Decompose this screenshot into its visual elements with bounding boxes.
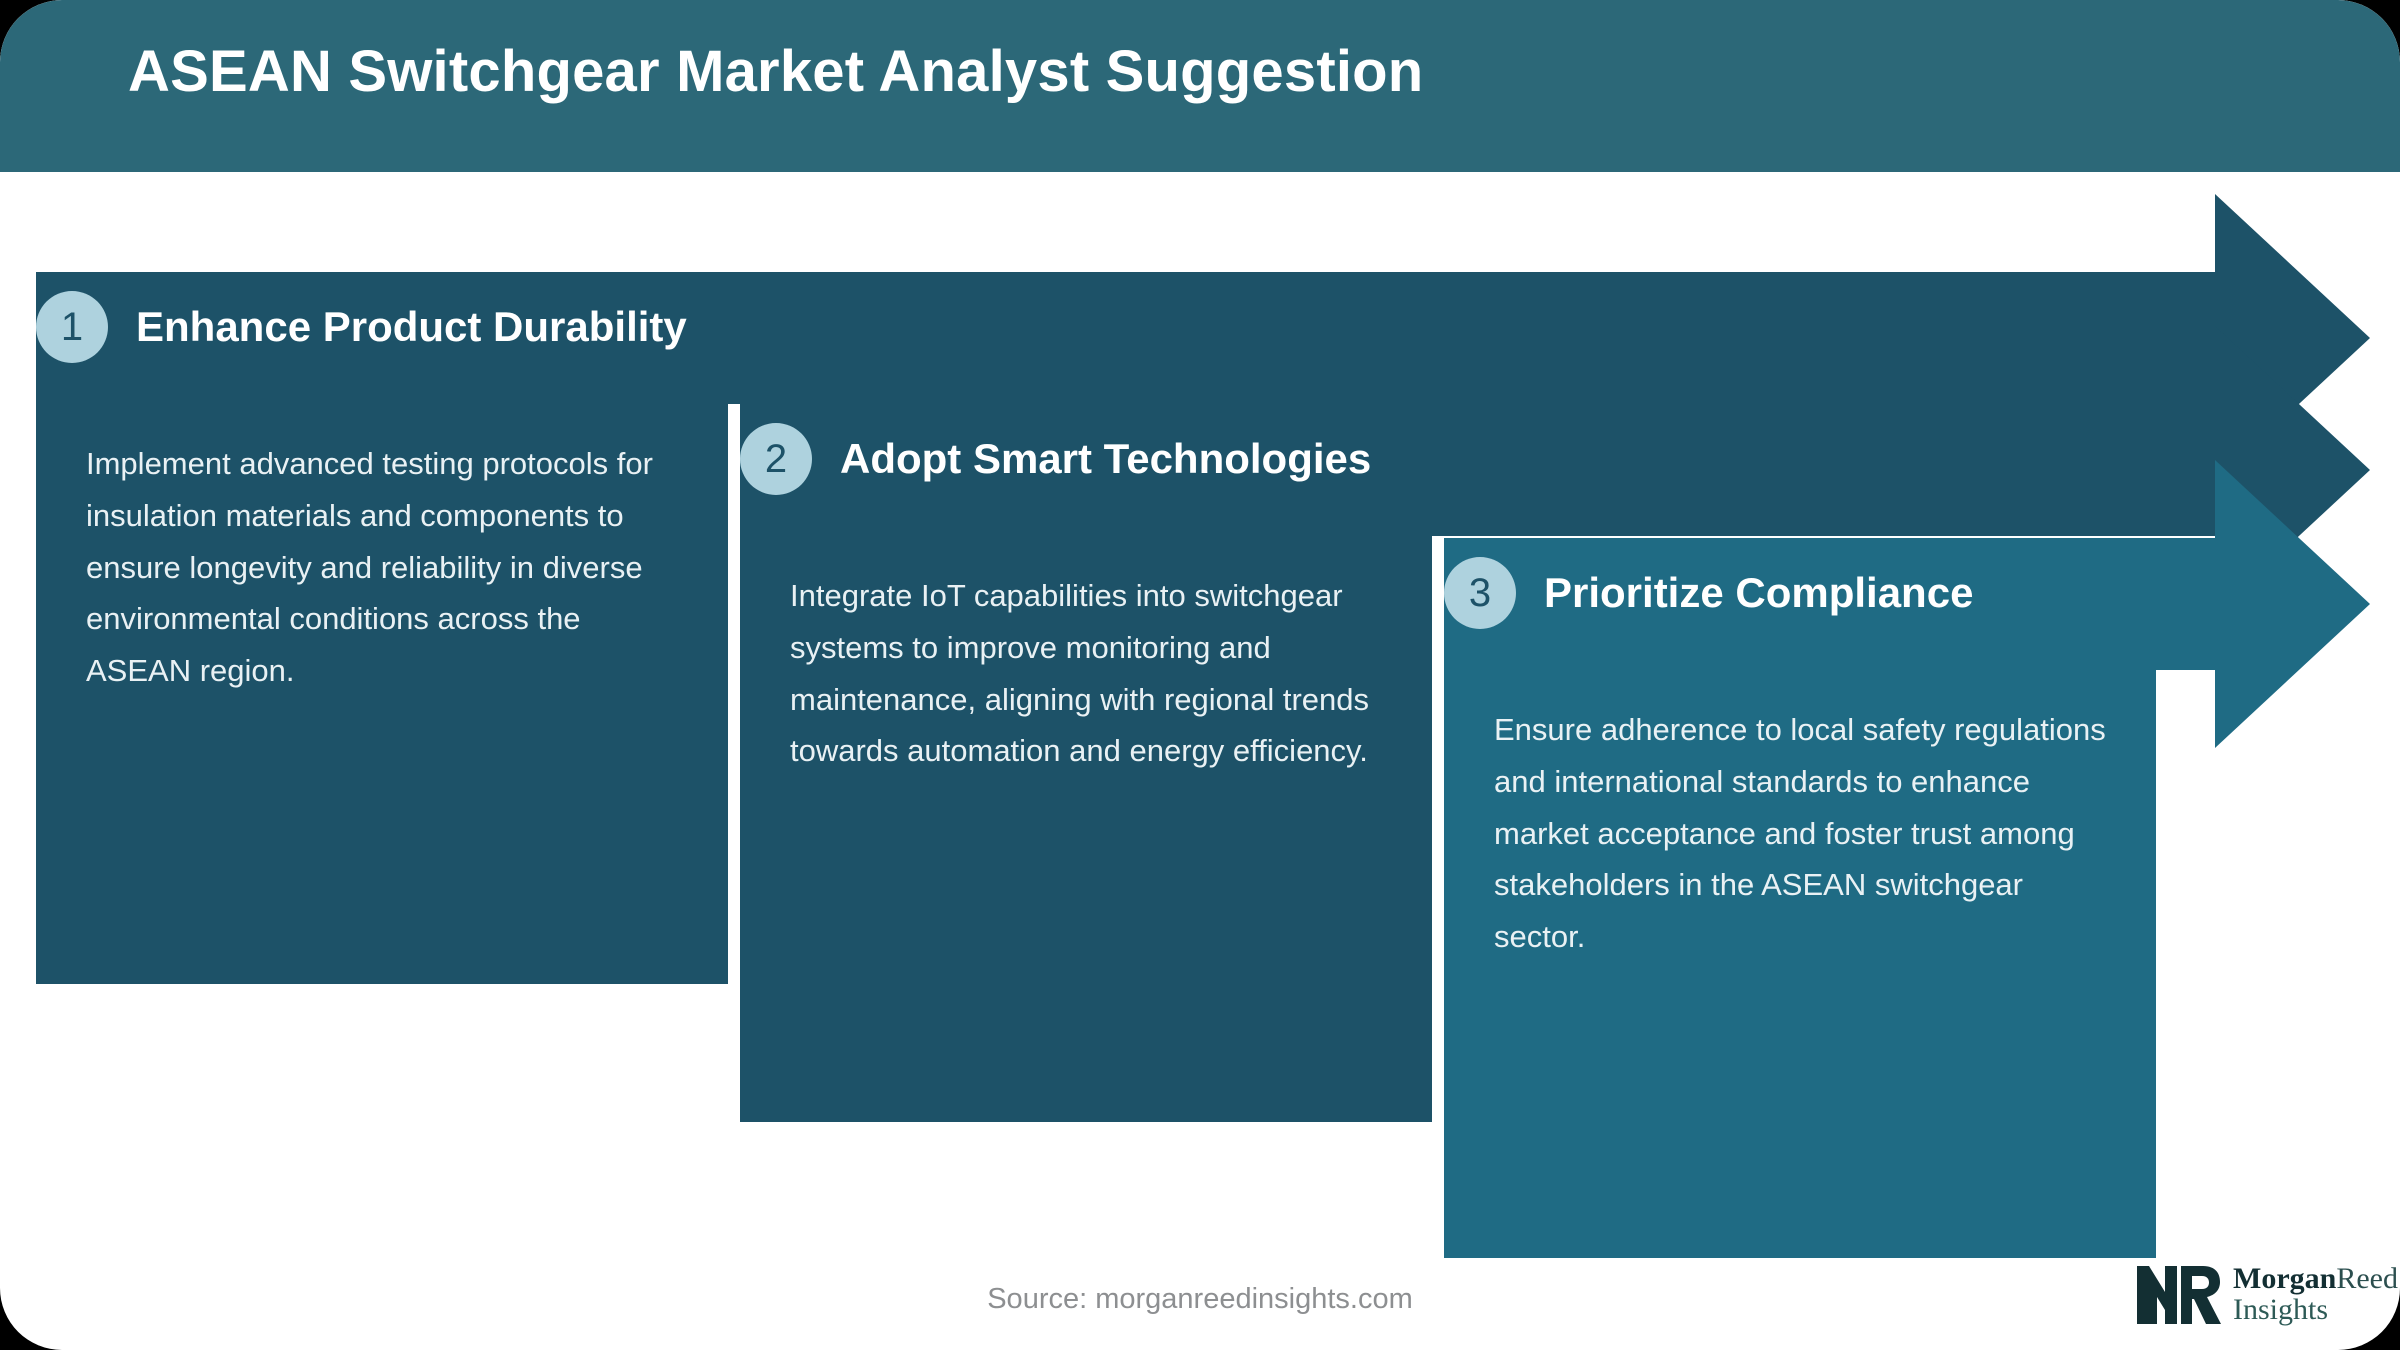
step-title-2: Adopt Smart Technologies	[840, 435, 1372, 482]
logo-wordmark: MorganReed Insights	[2233, 1264, 2398, 1325]
logo-morgan: Morgan	[2233, 1262, 2337, 1296]
logo-line-one: MorganReed	[2233, 1264, 2398, 1295]
step-body-text-1: Implement advanced testing protocols for…	[86, 446, 653, 689]
step-number-badge-2: 2	[740, 423, 812, 495]
step-body-card-2: Integrate IoT capabilities into switchge…	[740, 524, 1432, 1122]
step-title-1: Enhance Product Durability	[136, 303, 687, 350]
step-header-1[interactable]: 1 Enhance Product Durability	[36, 272, 687, 382]
mr-monogram-icon	[2137, 1266, 2221, 1324]
step-title-3: Prioritize Compliance	[1544, 569, 1974, 616]
title-banner: ASEAN Switchgear Market Analyst Suggesti…	[0, 0, 2400, 172]
step-body-card-3: Ensure adherence to local safety regulat…	[1444, 658, 2156, 1258]
step-header-3[interactable]: 3 Prioritize Compliance	[1444, 538, 1973, 648]
source-attribution: Source: morganreedinsights.com	[987, 1283, 1413, 1315]
step-body-text-3: Ensure adherence to local safety regulat…	[1494, 712, 2106, 955]
step-number-badge-3: 3	[1444, 557, 1516, 629]
page-title: ASEAN Switchgear Market Analyst Suggesti…	[128, 39, 1424, 104]
step-body-card-1: Implement advanced testing protocols for…	[36, 392, 728, 984]
logo-insights: Insights	[2233, 1293, 2329, 1326]
step-body-text-2: Integrate IoT capabilities into switchge…	[790, 578, 1370, 769]
step-number-badge-1: 1	[36, 291, 108, 363]
brand-logo[interactable]: MorganReed Insights	[2135, 1258, 2398, 1332]
step-header-2[interactable]: 2 Adopt Smart Technologies	[740, 404, 1371, 514]
logo-reed: Reed	[2336, 1262, 2398, 1296]
